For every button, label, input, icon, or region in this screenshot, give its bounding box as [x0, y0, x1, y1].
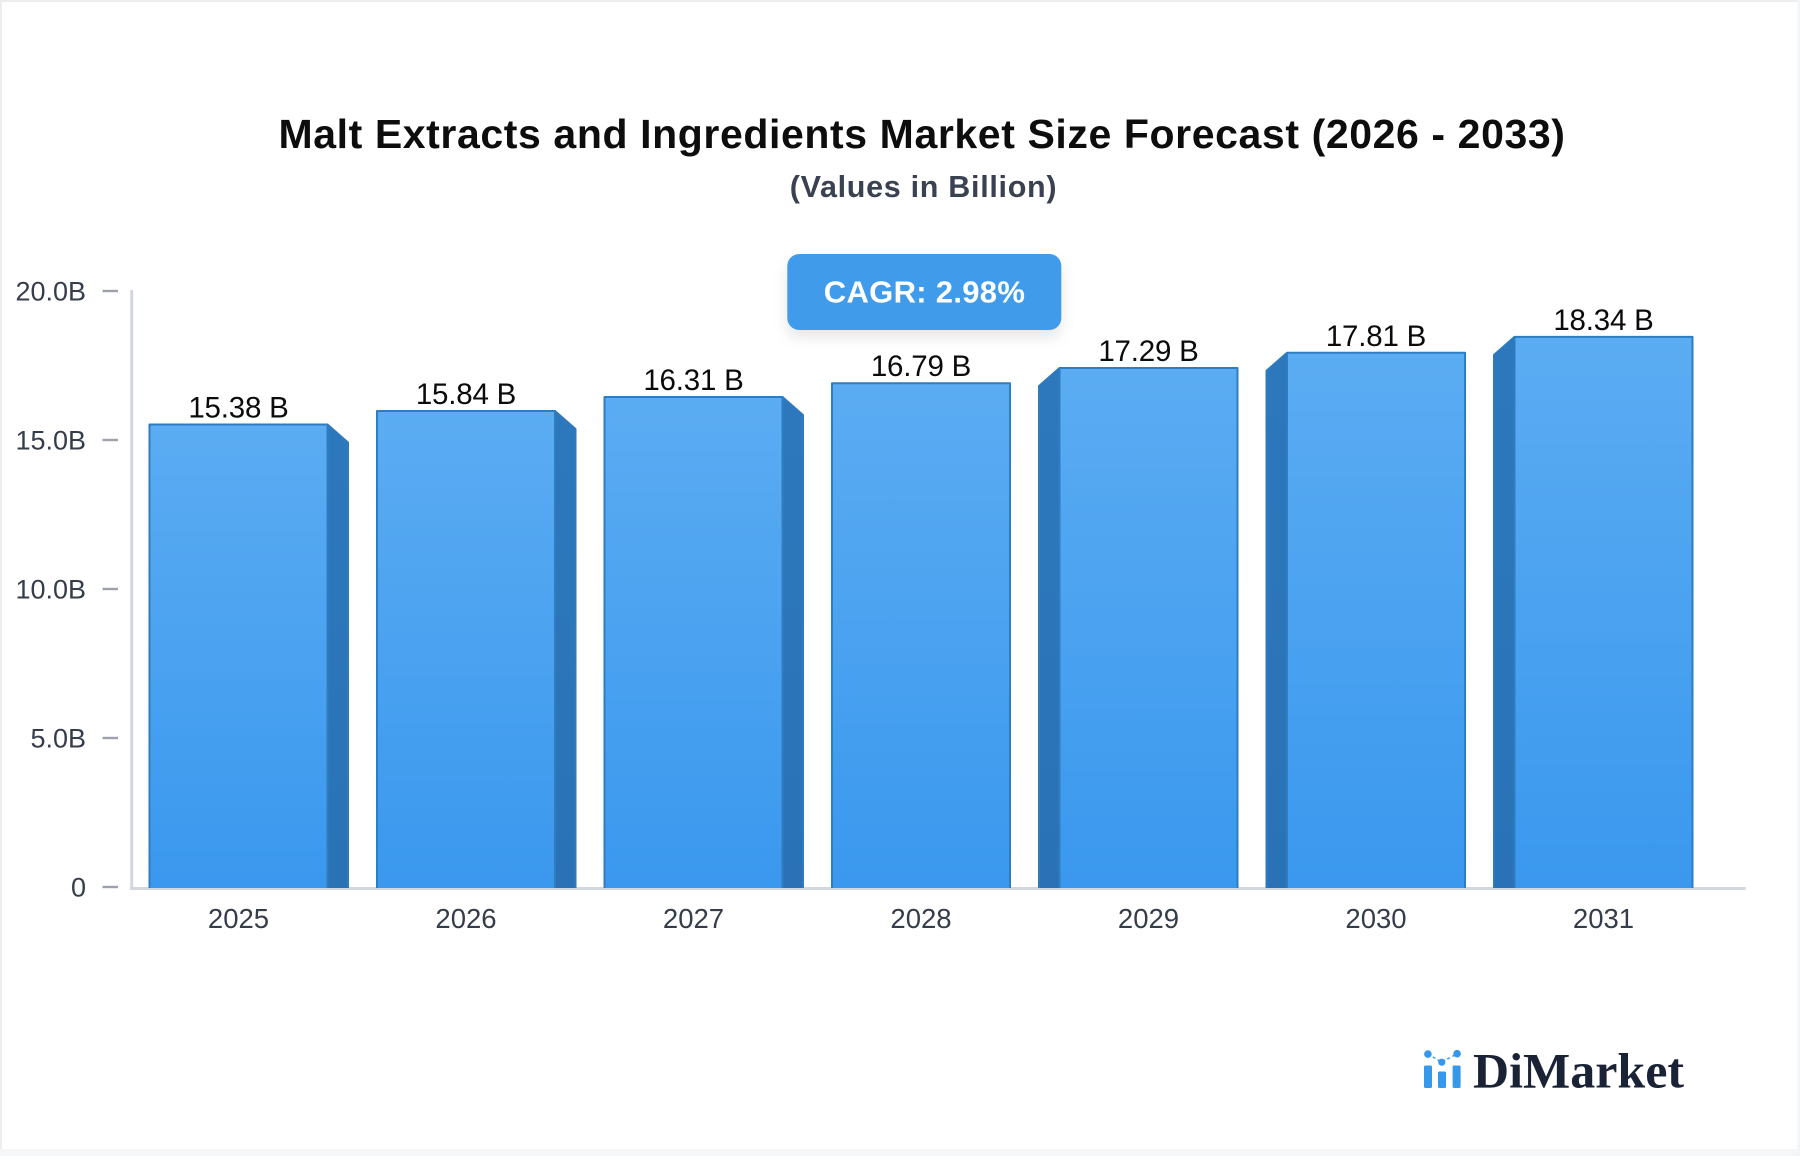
svg-text:2026: 2026	[435, 903, 496, 934]
svg-text:5.0B: 5.0B	[30, 724, 86, 754]
svg-text:2025: 2025	[208, 903, 269, 934]
svg-text:2027: 2027	[663, 903, 724, 934]
svg-text:15.0B: 15.0B	[15, 426, 86, 456]
svg-text:(Values in Billion): (Values in Billion)	[790, 170, 1058, 204]
svg-text:CAGR: 2.98%: CAGR: 2.98%	[824, 275, 1025, 310]
svg-text:2029: 2029	[1118, 903, 1179, 934]
svg-text:2031: 2031	[1573, 903, 1634, 934]
svg-text:2028: 2028	[890, 903, 951, 934]
svg-text:0: 0	[71, 873, 86, 903]
svg-text:18.34 B: 18.34 B	[1553, 304, 1653, 337]
svg-text:DiMarket: DiMarket	[1473, 1043, 1684, 1099]
svg-text:20.0B: 20.0B	[15, 277, 86, 307]
svg-text:16.79 B: 16.79 B	[871, 350, 971, 383]
svg-text:10.0B: 10.0B	[15, 575, 86, 605]
svg-text:16.31 B: 16.31 B	[643, 364, 743, 397]
svg-text:15.84 B: 15.84 B	[416, 378, 516, 411]
svg-text:2030: 2030	[1345, 903, 1406, 934]
svg-text:Malt Extracts and Ingredients: Malt Extracts and Ingredients Market Siz…	[278, 111, 1565, 157]
svg-text:15.38 B: 15.38 B	[188, 392, 288, 425]
svg-text:17.81 B: 17.81 B	[1326, 320, 1426, 353]
svg-text:17.29 B: 17.29 B	[1098, 335, 1198, 368]
